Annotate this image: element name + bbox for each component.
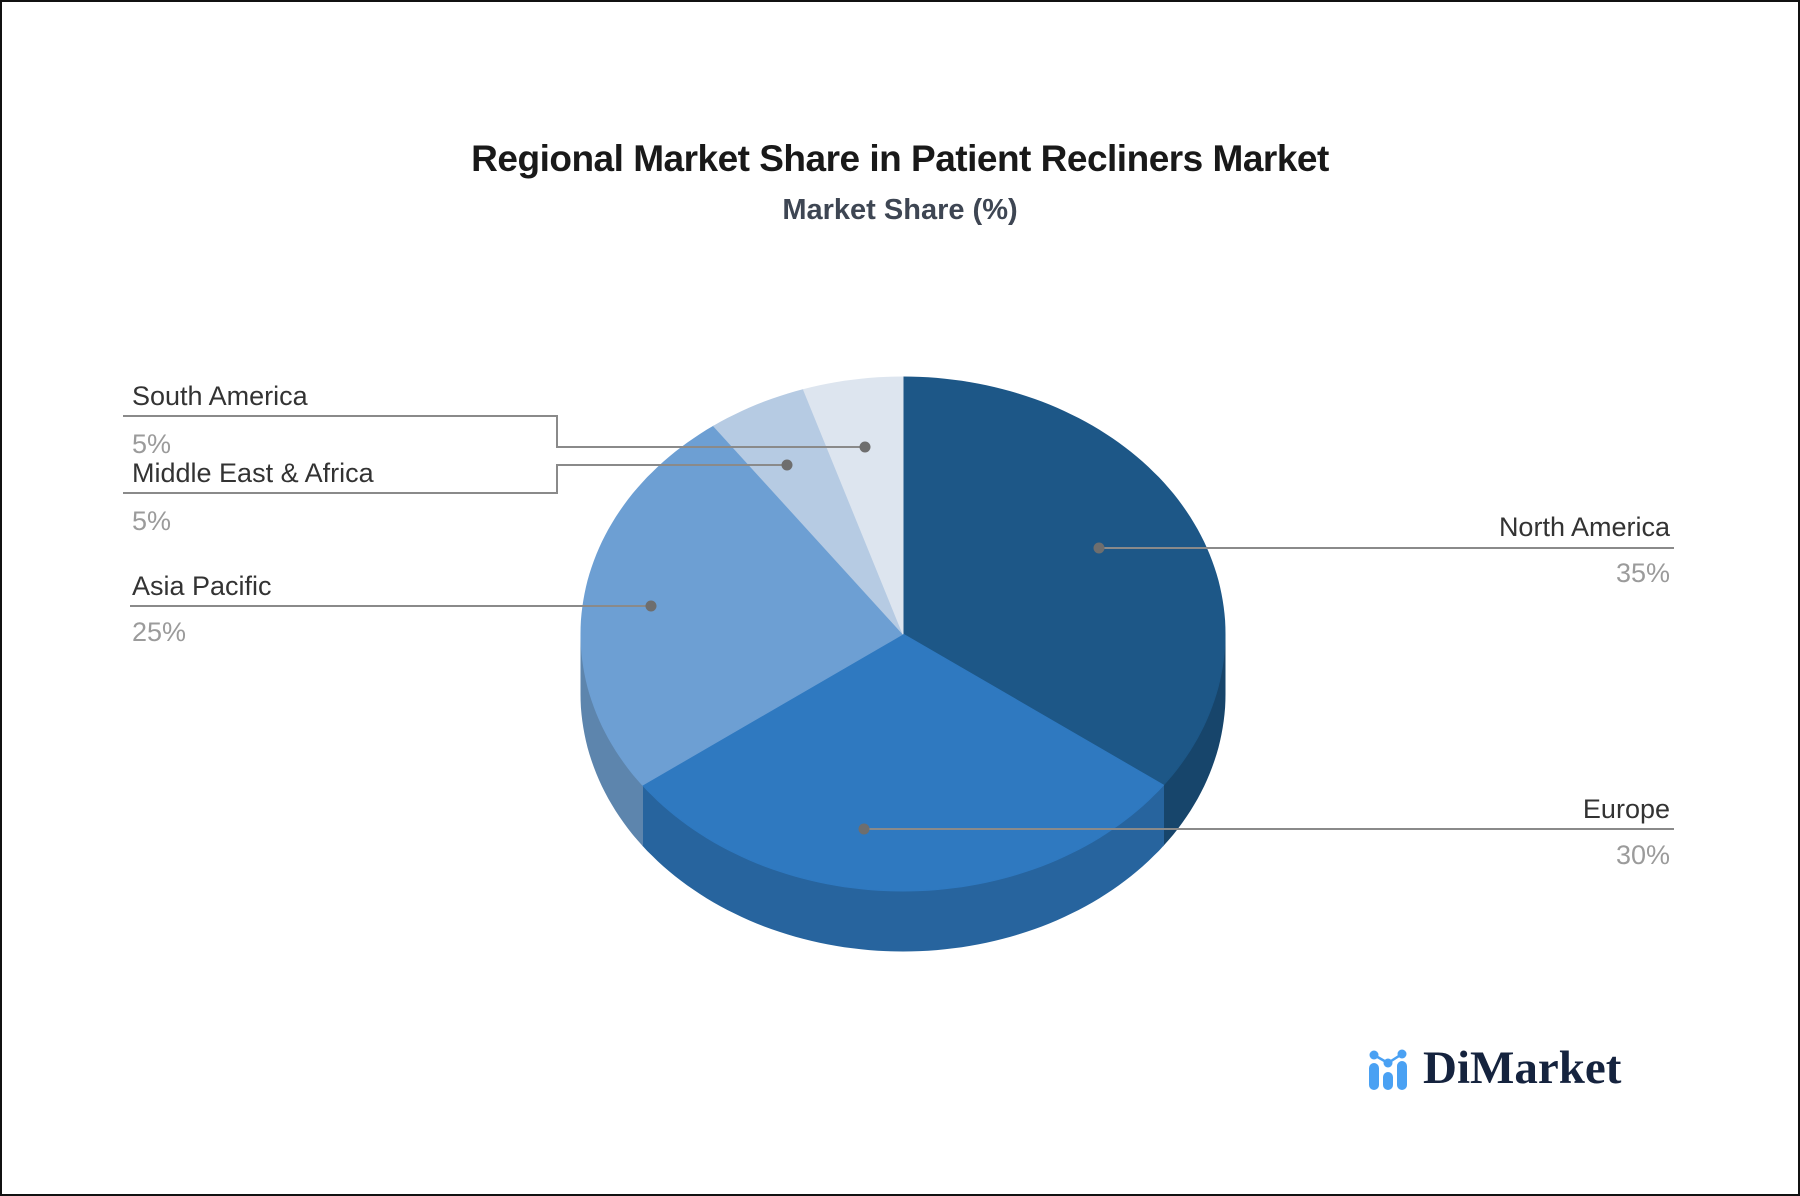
- slice-percent: 25%: [132, 617, 187, 647]
- slice-percent: 5%: [132, 429, 172, 459]
- label-asia-pacific: Asia Pacific 25%: [132, 570, 272, 648]
- label-middle-east-africa: Middle East & Africa 5%: [132, 457, 374, 537]
- callout-line: [123, 415, 865, 448]
- slice-name: South America: [132, 381, 308, 411]
- callout-dot: [859, 441, 871, 453]
- slice-percent: 5%: [132, 506, 172, 536]
- slice-name: North America: [1498, 512, 1670, 542]
- brand-logo: DiMarket: [1367, 1042, 1621, 1094]
- callout-dot: [1093, 542, 1105, 554]
- bar-chart-logo-icon: [1369, 1049, 1407, 1090]
- slice-percent: 30%: [1615, 840, 1670, 870]
- callout-dot: [858, 823, 870, 835]
- chart-subtitle: Market Share (%): [782, 194, 1018, 226]
- callout-dot: [781, 459, 793, 471]
- slice-name: Middle East & Africa: [132, 458, 374, 488]
- slice-percent: 35%: [1615, 558, 1670, 588]
- label-europe: Europe 30%: [1583, 793, 1670, 871]
- slice-name: Europe: [1582, 794, 1670, 824]
- callout-line: [123, 464, 787, 494]
- chart-title: Regional Market Share in Patient Recline…: [471, 138, 1329, 179]
- brand-logo-text: DiMarket: [1423, 1042, 1622, 1094]
- label-north-america: North America 35%: [1499, 511, 1670, 589]
- slice-name: Asia Pacific: [132, 571, 272, 601]
- callout-dot: [645, 600, 657, 612]
- label-south-america: South America 5%: [132, 380, 308, 460]
